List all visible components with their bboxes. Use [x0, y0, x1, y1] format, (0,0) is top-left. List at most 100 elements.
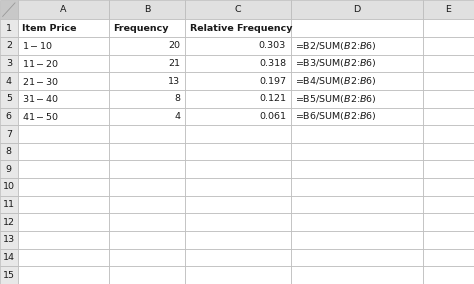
- Bar: [291, 196, 423, 213]
- Bar: [18, 249, 109, 266]
- Bar: [0, 90, 18, 108]
- Bar: [423, 0, 474, 19]
- Text: D: D: [353, 5, 361, 14]
- Text: =B5/SUM($B$2:$B$6): =B5/SUM($B$2:$B$6): [295, 93, 376, 105]
- Bar: [18, 178, 109, 196]
- Text: 20: 20: [168, 41, 180, 50]
- Text: Frequency: Frequency: [113, 24, 169, 33]
- Bar: [0, 196, 18, 213]
- Bar: [109, 37, 185, 55]
- Text: =B4/SUM($B$2:$B$6): =B4/SUM($B$2:$B$6): [295, 75, 376, 87]
- Text: 8: 8: [6, 147, 12, 156]
- Text: $31 - $40: $31 - $40: [22, 93, 60, 104]
- Bar: [18, 37, 109, 55]
- Bar: [18, 160, 109, 178]
- Bar: [185, 125, 291, 143]
- Text: 0.303: 0.303: [259, 41, 286, 50]
- Bar: [109, 178, 185, 196]
- Bar: [18, 19, 109, 37]
- Text: 1: 1: [6, 24, 12, 33]
- Bar: [0, 143, 18, 160]
- Bar: [0, 55, 18, 72]
- Bar: [291, 160, 423, 178]
- Bar: [0, 178, 18, 196]
- Bar: [423, 196, 474, 213]
- Text: 8: 8: [174, 94, 180, 103]
- Bar: [423, 213, 474, 231]
- Bar: [109, 19, 185, 37]
- Bar: [18, 72, 109, 90]
- Bar: [185, 178, 291, 196]
- Bar: [423, 108, 474, 125]
- Bar: [109, 125, 185, 143]
- Bar: [109, 266, 185, 284]
- Text: 2: 2: [6, 41, 12, 50]
- Text: 9: 9: [6, 165, 12, 174]
- Text: 11: 11: [3, 200, 15, 209]
- Text: 0.197: 0.197: [259, 77, 286, 85]
- Bar: [423, 266, 474, 284]
- Bar: [291, 213, 423, 231]
- Bar: [0, 125, 18, 143]
- Bar: [423, 231, 474, 249]
- Bar: [291, 37, 423, 55]
- Bar: [185, 72, 291, 90]
- Text: 21: 21: [168, 59, 180, 68]
- Bar: [185, 0, 291, 19]
- Bar: [109, 108, 185, 125]
- Bar: [0, 72, 18, 90]
- Text: 3: 3: [6, 59, 12, 68]
- Bar: [423, 19, 474, 37]
- Bar: [291, 249, 423, 266]
- Bar: [185, 108, 291, 125]
- Bar: [109, 160, 185, 178]
- Bar: [18, 231, 109, 249]
- Text: 15: 15: [3, 271, 15, 280]
- Bar: [0, 213, 18, 231]
- Bar: [18, 143, 109, 160]
- Bar: [109, 0, 185, 19]
- Bar: [109, 90, 185, 108]
- Bar: [291, 72, 423, 90]
- Bar: [0, 249, 18, 266]
- Text: 14: 14: [3, 253, 15, 262]
- Bar: [18, 266, 109, 284]
- Bar: [0, 231, 18, 249]
- Bar: [18, 125, 109, 143]
- Bar: [185, 213, 291, 231]
- Bar: [109, 231, 185, 249]
- Bar: [291, 108, 423, 125]
- Text: B: B: [144, 5, 150, 14]
- Text: 10: 10: [3, 182, 15, 191]
- Bar: [109, 213, 185, 231]
- Bar: [291, 19, 423, 37]
- Bar: [0, 19, 18, 37]
- Text: 4: 4: [6, 77, 12, 85]
- Text: C: C: [235, 5, 241, 14]
- Bar: [185, 19, 291, 37]
- Bar: [18, 90, 109, 108]
- Bar: [18, 55, 109, 72]
- Bar: [109, 196, 185, 213]
- Bar: [185, 196, 291, 213]
- Bar: [0, 37, 18, 55]
- Bar: [109, 143, 185, 160]
- Text: 0.318: 0.318: [259, 59, 286, 68]
- Bar: [291, 143, 423, 160]
- Text: $1 - $10: $1 - $10: [22, 40, 54, 51]
- Bar: [423, 90, 474, 108]
- Text: =B2/SUM($B$2:$B$6): =B2/SUM($B$2:$B$6): [295, 40, 376, 52]
- Bar: [0, 266, 18, 284]
- Text: 7: 7: [6, 130, 12, 139]
- Text: 0.061: 0.061: [259, 112, 286, 121]
- Bar: [109, 249, 185, 266]
- Text: 5: 5: [6, 94, 12, 103]
- Text: A: A: [60, 5, 66, 14]
- Text: $41 - $50: $41 - $50: [22, 111, 60, 122]
- Bar: [291, 125, 423, 143]
- Text: 6: 6: [6, 112, 12, 121]
- Bar: [0, 108, 18, 125]
- Bar: [185, 55, 291, 72]
- Bar: [423, 72, 474, 90]
- Text: 4: 4: [174, 112, 180, 121]
